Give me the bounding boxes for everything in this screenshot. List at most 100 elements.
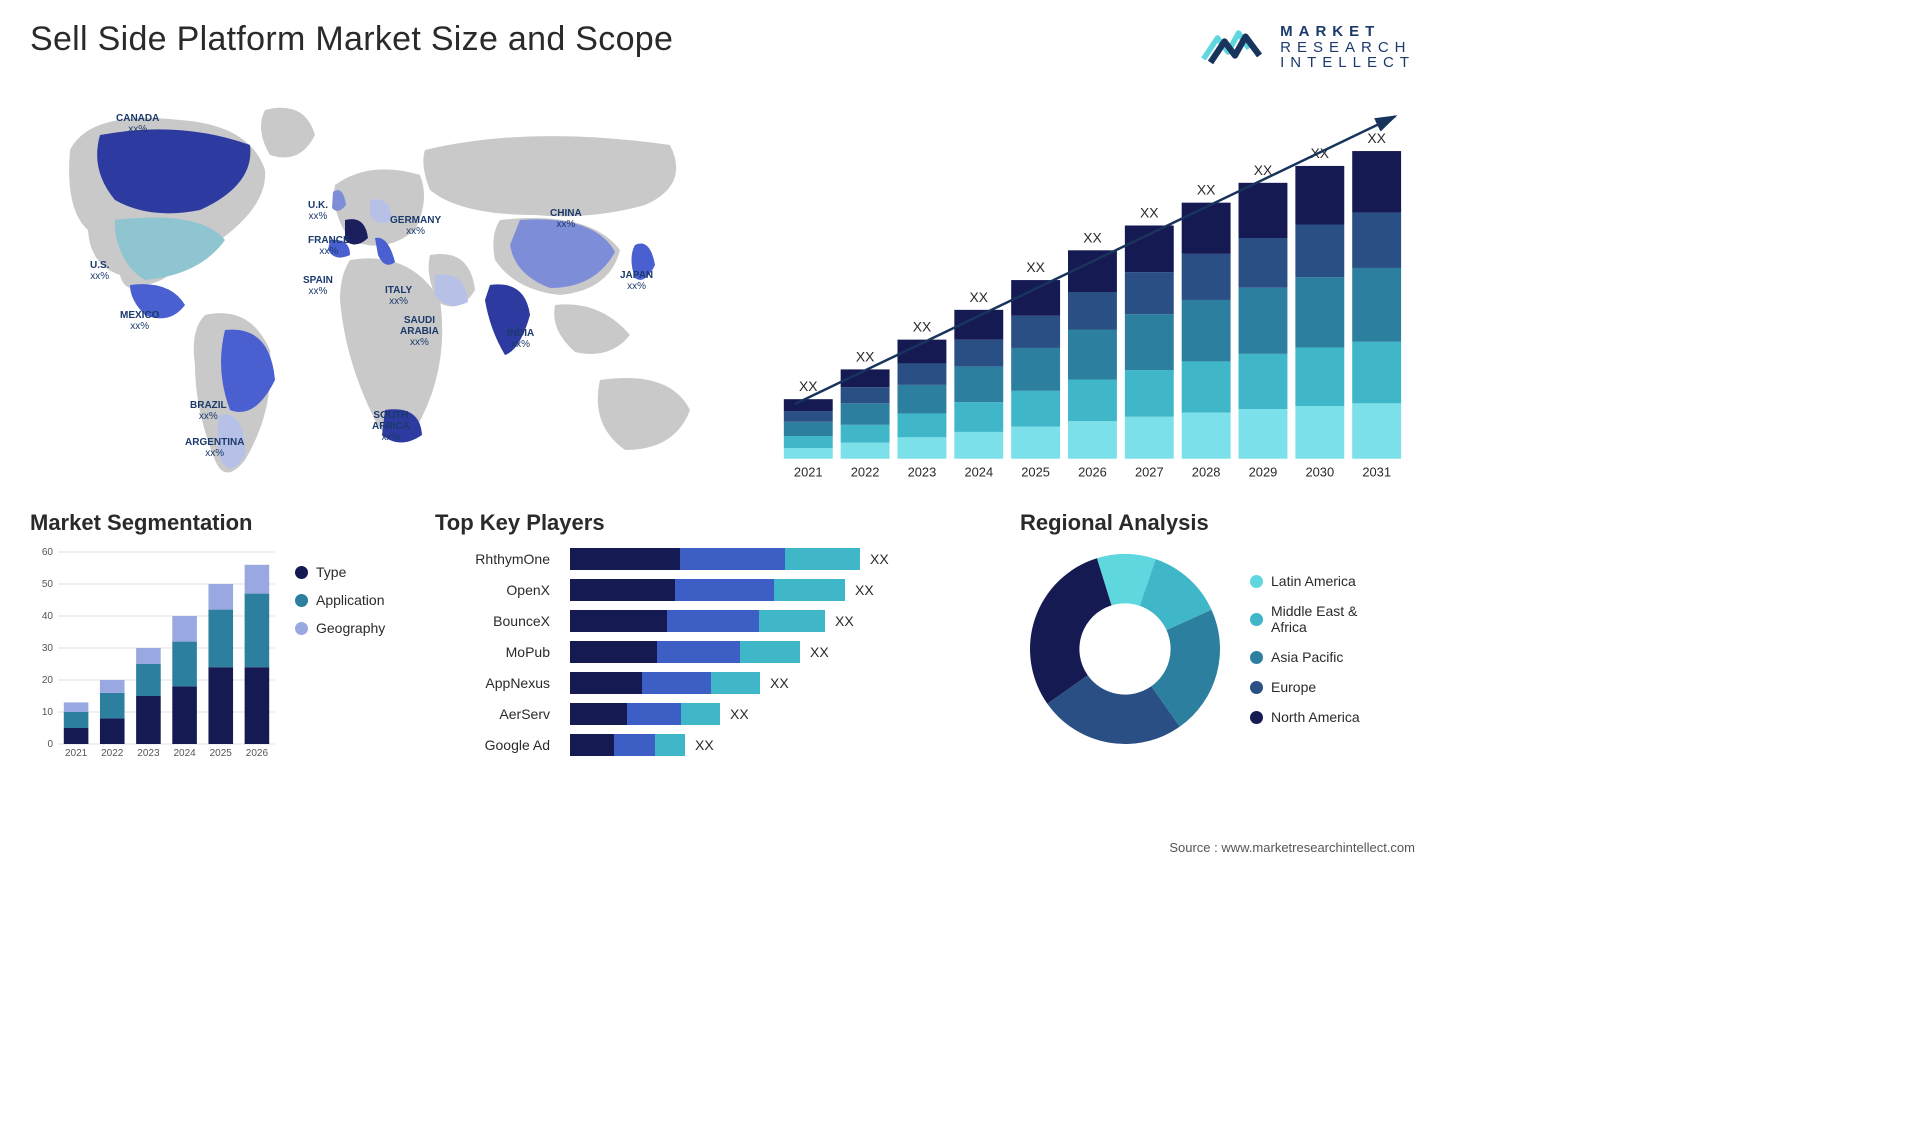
svg-text:2031: 2031 — [1362, 465, 1391, 480]
player-name: MoPub — [435, 641, 550, 663]
player-bar-segment — [642, 672, 710, 694]
legend-item: Type — [295, 564, 385, 580]
svg-text:2025: 2025 — [210, 748, 233, 759]
legend-item: Latin America — [1250, 573, 1360, 589]
player-bar — [570, 610, 825, 632]
player-bar-segment — [711, 672, 760, 694]
page-title: Sell Side Platform Market Size and Scope — [30, 20, 673, 59]
player-bar-segment — [614, 734, 655, 756]
growth-chart: XX2021XX2022XX2023XX2024XX2025XX2026XX20… — [760, 90, 1415, 490]
world-map: CANADAxx%U.S.xx%MEXICOxx%BRAZILxx%ARGENT… — [30, 90, 730, 490]
segmentation-legend: Type Application Geography — [295, 544, 385, 764]
svg-text:30: 30 — [42, 643, 54, 654]
svg-text:2027: 2027 — [1135, 465, 1164, 480]
legend-label: Geography — [316, 620, 385, 636]
player-bar — [570, 548, 860, 570]
player-bar-row: XX — [570, 641, 995, 663]
svg-text:20: 20 — [42, 675, 54, 686]
svg-text:XX: XX — [799, 378, 818, 394]
legend-swatch — [1250, 575, 1263, 588]
logo-text-3: INTELLECT — [1280, 55, 1415, 71]
svg-text:2023: 2023 — [137, 748, 160, 759]
player-bar-segment — [657, 641, 740, 663]
player-bar-row: XX — [570, 703, 995, 725]
legend-label: Application — [316, 592, 385, 608]
player-bar-segment — [675, 579, 774, 601]
map-label-argentina: ARGENTINAxx% — [185, 437, 244, 459]
brand-logo: MARKET RESEARCH INTELLECT — [1200, 20, 1415, 75]
player-name: Google Ad — [435, 734, 550, 756]
player-bar — [570, 734, 685, 756]
legend-swatch — [295, 594, 308, 607]
player-bar-segment — [570, 672, 642, 694]
svg-text:2030: 2030 — [1305, 465, 1334, 480]
svg-text:40: 40 — [42, 611, 54, 622]
player-bar-segment — [570, 548, 680, 570]
player-bar-segment — [570, 703, 627, 725]
player-bar — [570, 641, 800, 663]
player-bar-segment — [570, 734, 614, 756]
legend-swatch — [1250, 681, 1263, 694]
player-bar-row: XX — [570, 548, 995, 570]
legend-label: Middle East &Africa — [1271, 603, 1357, 635]
svg-text:0: 0 — [47, 739, 53, 750]
source-line: Source : www.marketresearchintellect.com — [1169, 840, 1415, 855]
player-bar-segment — [680, 548, 784, 570]
player-bar-row: XX — [570, 734, 995, 756]
svg-text:XX: XX — [856, 348, 875, 364]
svg-text:2021: 2021 — [65, 748, 88, 759]
svg-text:2022: 2022 — [101, 748, 124, 759]
player-bar-segment — [785, 548, 860, 570]
legend-item: Asia Pacific — [1250, 649, 1360, 665]
logo-text-1: MARKET — [1280, 24, 1415, 40]
map-label-saudi-arabia: SAUDIARABIAxx% — [400, 315, 439, 348]
player-bar-segment — [667, 610, 759, 632]
player-bar-segment — [627, 703, 681, 725]
segmentation-title: Market Segmentation — [30, 510, 410, 536]
map-label-japan: JAPANxx% — [620, 270, 653, 292]
legend-label: Asia Pacific — [1271, 649, 1343, 665]
logo-text-2: RESEARCH — [1280, 40, 1415, 56]
legend-swatch — [295, 622, 308, 635]
legend-item: Europe — [1250, 679, 1360, 695]
segmentation-chart: 0102030405060202120222023202420252026 — [30, 544, 280, 764]
map-label-u-k-: U.K.xx% — [308, 200, 328, 222]
map-label-germany: GERMANYxx% — [390, 215, 441, 237]
map-label-india: INDIAxx% — [507, 328, 534, 350]
player-bar-segment — [759, 610, 825, 632]
svg-text:XX: XX — [1367, 130, 1386, 146]
player-value: XX — [835, 613, 854, 629]
regional-title: Regional Analysis — [1020, 510, 1415, 536]
player-bar — [570, 672, 760, 694]
legend-item: Geography — [295, 620, 385, 636]
map-label-u-s-: U.S.xx% — [90, 260, 109, 282]
legend-label: Type — [316, 564, 346, 580]
svg-text:2025: 2025 — [1021, 465, 1050, 480]
svg-text:2026: 2026 — [1078, 465, 1107, 480]
svg-text:2022: 2022 — [851, 465, 880, 480]
player-bar-segment — [740, 641, 800, 663]
map-label-brazil: BRAZILxx% — [190, 400, 227, 422]
svg-text:XX: XX — [1026, 259, 1045, 275]
player-bar-segment — [774, 579, 846, 601]
map-label-canada: CANADAxx% — [116, 113, 159, 135]
player-bar-segment — [681, 703, 720, 725]
map-label-south-africa: SOUTHAFRICAxx% — [372, 410, 410, 443]
svg-text:2023: 2023 — [908, 465, 937, 480]
player-bar-row: XX — [570, 672, 995, 694]
player-bar-segment — [570, 579, 675, 601]
player-value: XX — [870, 551, 889, 567]
regional-legend: Latin America Middle East &Africa Asia Pac… — [1250, 573, 1360, 725]
players-names: RhthymOneOpenXBounceXMoPubAppNexusAerSer… — [435, 544, 550, 756]
legend-item: North America — [1250, 709, 1360, 725]
map-label-spain: SPAINxx% — [303, 275, 333, 297]
player-bar — [570, 703, 720, 725]
legend-swatch — [1250, 651, 1263, 664]
player-bar-segment — [570, 610, 667, 632]
legend-item: Middle East &Africa — [1250, 603, 1360, 635]
player-name: RhthymOne — [435, 548, 550, 570]
legend-swatch — [1250, 711, 1263, 724]
player-value: XX — [730, 706, 749, 722]
player-name: AppNexus — [435, 672, 550, 694]
map-label-italy: ITALYxx% — [385, 285, 412, 307]
